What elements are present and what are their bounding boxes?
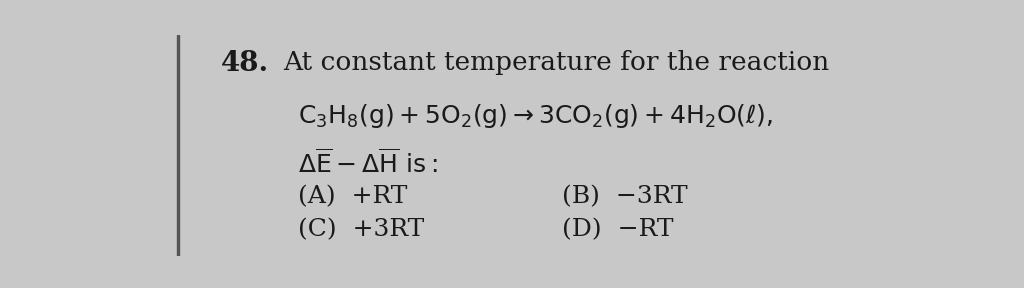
Text: (B)  −3RT: (B) −3RT <box>562 185 688 208</box>
Text: (A)  +RT: (A) +RT <box>299 185 408 208</box>
Bar <box>177 35 179 256</box>
Text: $\Delta\overline{\mathrm{E}}-\Delta\overline{\mathrm{H}}\ \mathrm{is:}$: $\Delta\overline{\mathrm{E}}-\Delta\over… <box>299 149 438 177</box>
Text: (D)  −RT: (D) −RT <box>562 218 674 241</box>
Text: $\mathrm{C_3H_8(g)+5O_2(g)\rightarrow 3CO_2(g)+4H_2O(\ell),}$: $\mathrm{C_3H_8(g)+5O_2(g)\rightarrow 3C… <box>299 102 774 130</box>
Text: At constant temperature for the reaction: At constant temperature for the reaction <box>283 50 829 75</box>
Text: 48.: 48. <box>221 50 269 77</box>
Text: (C)  +3RT: (C) +3RT <box>299 218 425 241</box>
